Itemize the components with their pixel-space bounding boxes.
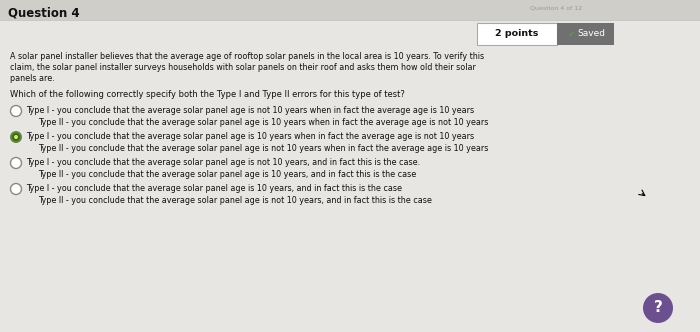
FancyBboxPatch shape [0, 0, 700, 20]
Text: Question 4 of 12: Question 4 of 12 [530, 5, 582, 10]
FancyBboxPatch shape [477, 23, 557, 45]
Text: Type II - you conclude that the average solar panel age is not 10 years when in : Type II - you conclude that the average … [38, 144, 489, 153]
Text: Type I - you conclude that the average solar panel age is 10 years, and in fact : Type I - you conclude that the average s… [26, 184, 402, 193]
Circle shape [14, 135, 18, 139]
Text: 2 points: 2 points [496, 30, 539, 39]
Text: Type II - you conclude that the average solar panel age is 10 years, and in fact: Type II - you conclude that the average … [38, 170, 416, 179]
FancyBboxPatch shape [557, 23, 614, 45]
Text: Type II - you conclude that the average solar panel age is not 10 years, and in : Type II - you conclude that the average … [38, 196, 432, 205]
Circle shape [643, 293, 673, 323]
Text: Which of the following correctly specify both the Type I and Type II errors for : Which of the following correctly specify… [10, 90, 405, 99]
Text: Saved: Saved [577, 30, 605, 39]
Text: Type I - you conclude that the average solar panel age is not 10 years, and in f: Type I - you conclude that the average s… [26, 158, 420, 167]
Text: ?: ? [654, 300, 662, 315]
Circle shape [10, 106, 22, 117]
Text: Type II - you conclude that the average solar panel age is 10 years when in fact: Type II - you conclude that the average … [38, 118, 489, 127]
Circle shape [12, 133, 20, 141]
Circle shape [10, 157, 22, 169]
Text: panels are.: panels are. [10, 74, 55, 83]
Circle shape [10, 131, 22, 143]
Text: A solar panel installer believes that the average age of rooftop solar panels in: A solar panel installer believes that th… [10, 52, 484, 61]
Circle shape [10, 184, 22, 195]
Text: Question 4: Question 4 [8, 7, 80, 20]
Text: Type I - you conclude that the average solar panel age is not 10 years when in f: Type I - you conclude that the average s… [26, 106, 474, 115]
Text: Type I - you conclude that the average solar panel age is 10 years when in fact : Type I - you conclude that the average s… [26, 132, 474, 141]
Text: claim, the solar panel installer surveys households with solar panels on their r: claim, the solar panel installer surveys… [10, 63, 476, 72]
Text: ✓: ✓ [568, 30, 575, 39]
